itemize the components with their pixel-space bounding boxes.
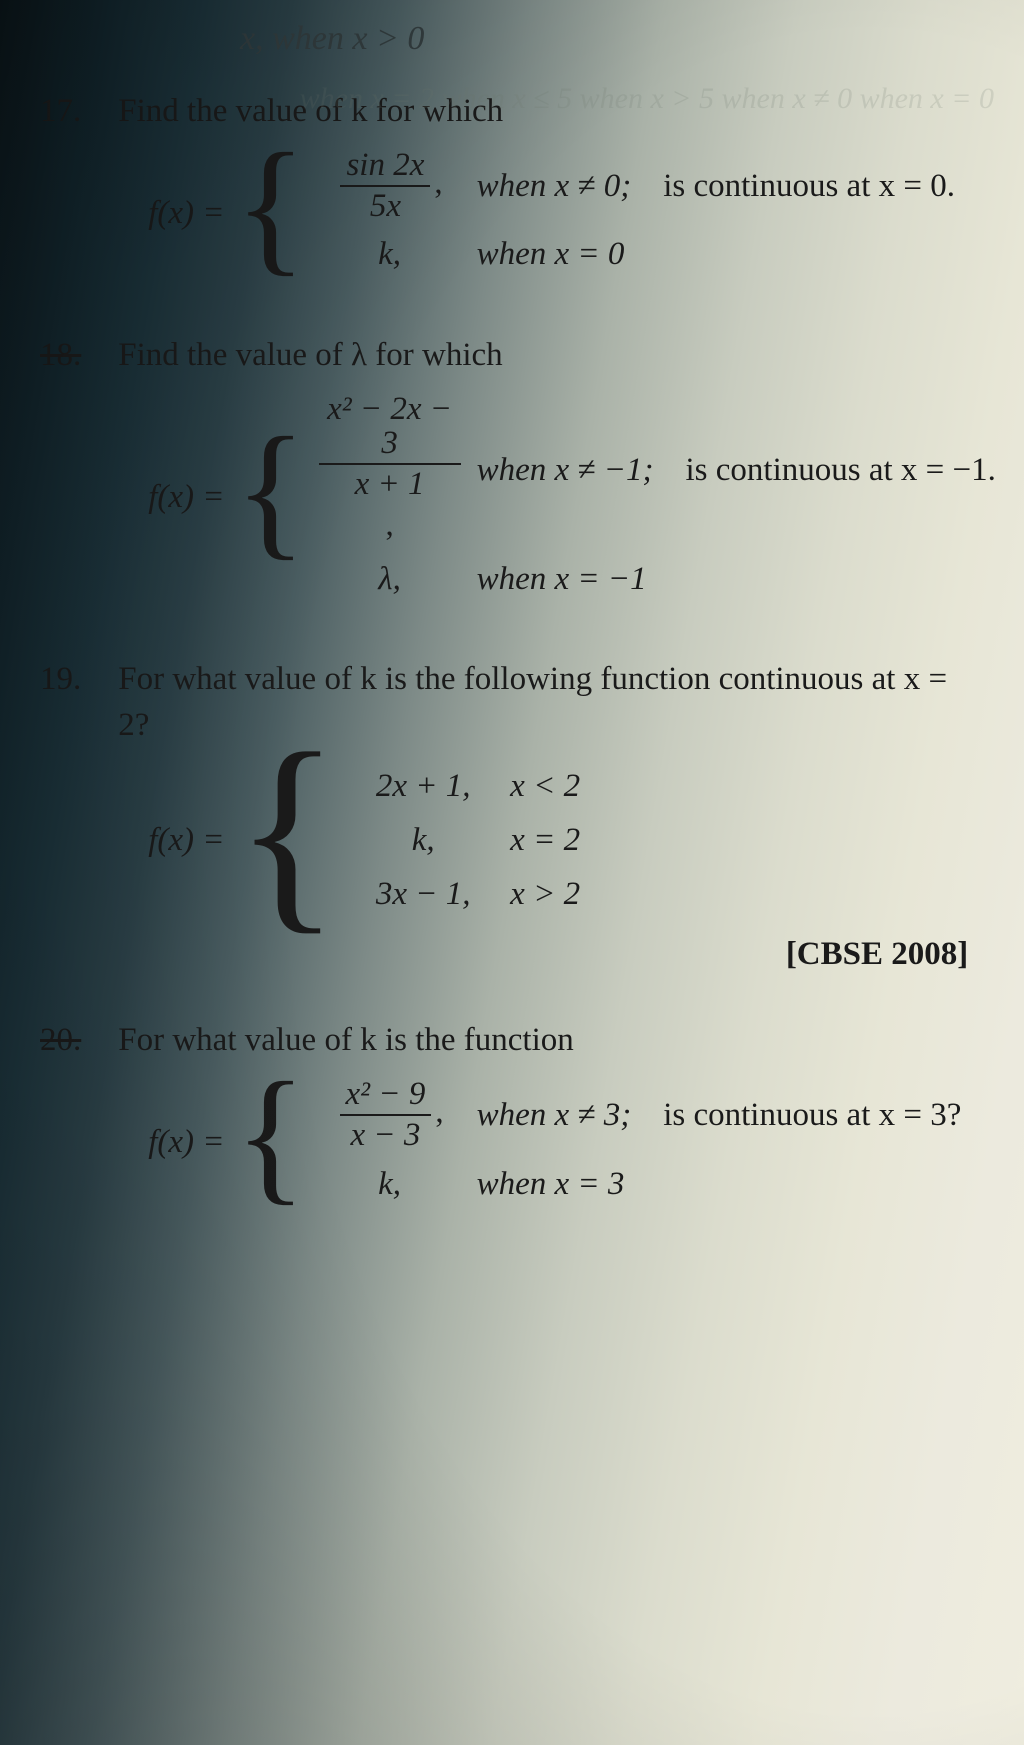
brace-icon: { bbox=[235, 442, 307, 540]
lead-text: Find the value of λ for which bbox=[118, 337, 502, 373]
numerator: x² − 2x − 3 bbox=[319, 392, 461, 465]
cbse-tag: [CBSE 2008] bbox=[786, 931, 968, 977]
fx-label: f(x) = bbox=[148, 1119, 224, 1165]
case-row: sin 2x 5x , when x ≠ 0; is continuous at… bbox=[315, 148, 955, 223]
case-row: k, when x = 0 bbox=[315, 231, 955, 277]
case-row: k, when x = 3 bbox=[315, 1161, 962, 1207]
question-number: 17. bbox=[40, 88, 110, 134]
comma: , bbox=[434, 165, 442, 201]
case-condition: x = 2 bbox=[510, 817, 580, 863]
case-condition: x < 2 bbox=[510, 763, 580, 809]
case-condition: when x ≠ 0; bbox=[477, 163, 632, 209]
fragment-prev-question: x, when x > 0 bbox=[240, 20, 1000, 58]
tail-text: is continuous at x = −1. bbox=[686, 447, 996, 493]
case-row: x² − 2x − 3 x + 1 , when x ≠ −1; is cont… bbox=[315, 392, 996, 548]
piecewise-definition: f(x) = { 2x + 1, x < 2 k, x = 2 3x − 1, … bbox=[148, 763, 978, 918]
case-row: k, x = 2 bbox=[348, 817, 580, 863]
tail-text: is continuous at x = 3? bbox=[663, 1092, 961, 1138]
question-20: 20. For what value of k is the function … bbox=[40, 1017, 1000, 1221]
lead-text: Find the value of k for which bbox=[118, 93, 503, 129]
case-expression: 3x − 1, bbox=[348, 871, 498, 917]
question-number: 19. bbox=[40, 656, 110, 702]
case-expression: k, bbox=[348, 817, 498, 863]
cases: sin 2x 5x , when x ≠ 0; is continuous at… bbox=[315, 148, 955, 277]
case-expression: sin 2x 5x , bbox=[315, 148, 465, 223]
fraction: sin 2x 5x bbox=[340, 148, 430, 223]
fx-label: f(x) = bbox=[148, 190, 224, 236]
fragment-text: x, when x > 0 bbox=[240, 20, 424, 57]
numerator: sin 2x bbox=[340, 148, 430, 187]
denominator: x + 1 bbox=[349, 465, 431, 502]
case-expression: 2x + 1, bbox=[348, 763, 498, 809]
case-condition: x > 2 bbox=[510, 871, 580, 917]
cases: x² − 9 x − 3 , when x ≠ 3; is continuous… bbox=[315, 1077, 962, 1206]
comma: , bbox=[385, 507, 393, 543]
case-row: λ, when x = −1 bbox=[315, 556, 996, 602]
case-row: 3x − 1, x > 2 bbox=[348, 871, 580, 917]
piecewise-definition: f(x) = { sin 2x 5x , when x ≠ 0; is cont… bbox=[148, 148, 978, 277]
question-number: 20. bbox=[40, 1017, 110, 1063]
question-body: Find the value of λ for which f(x) = { x… bbox=[118, 332, 978, 616]
case-row: 2x + 1, x < 2 bbox=[348, 763, 580, 809]
case-condition: when x = −1 bbox=[477, 556, 647, 602]
question-body: Find the value of k for which f(x) = { s… bbox=[118, 88, 978, 292]
tail-text: is continuous at x = 0. bbox=[663, 163, 955, 209]
denominator: x − 3 bbox=[344, 1116, 426, 1153]
case-condition: when x = 3 bbox=[477, 1161, 625, 1207]
comma: , bbox=[435, 1095, 443, 1131]
case-condition: when x ≠ −1; bbox=[477, 447, 654, 493]
case-condition: when x ≠ 3; bbox=[477, 1092, 632, 1138]
piecewise-definition: f(x) = { x² − 2x − 3 x + 1 , when x ≠ −1… bbox=[148, 392, 978, 602]
question-19: 19. For what value of k is the following… bbox=[40, 656, 1000, 977]
brace-icon: { bbox=[235, 158, 307, 256]
fraction: x² − 9 x − 3 bbox=[340, 1077, 432, 1152]
fx-label: f(x) = bbox=[148, 474, 224, 520]
question-body: For what value of k is the following fun… bbox=[118, 656, 978, 977]
case-condition: when x = 0 bbox=[477, 231, 625, 277]
fx-label: f(x) = bbox=[148, 817, 224, 863]
denominator: 5x bbox=[364, 187, 407, 224]
question-number: 18. bbox=[40, 332, 110, 378]
cases: 2x + 1, x < 2 k, x = 2 3x − 1, x > 2 bbox=[348, 763, 580, 918]
case-expression: x² − 9 x − 3 , bbox=[315, 1077, 465, 1152]
question-body: For what value of k is the function f(x)… bbox=[118, 1017, 978, 1221]
case-expression: x² − 2x − 3 x + 1 , bbox=[315, 392, 465, 548]
fraction: x² − 2x − 3 x + 1 bbox=[319, 392, 461, 502]
question-18: 18. Find the value of λ for which f(x) =… bbox=[40, 332, 1000, 616]
numerator: x² − 9 bbox=[340, 1077, 432, 1116]
question-17: 17. Find the value of k for which f(x) =… bbox=[40, 88, 1000, 292]
case-expression: λ, bbox=[315, 556, 465, 602]
case-expression: k, bbox=[315, 231, 465, 277]
case-row: x² − 9 x − 3 , when x ≠ 3; is continuous… bbox=[315, 1077, 962, 1152]
case-expression: k, bbox=[315, 1161, 465, 1207]
brace-icon: { bbox=[235, 1087, 307, 1185]
brace-icon: { bbox=[235, 764, 341, 896]
page-content: x, when x > 0 17. Find the value of k fo… bbox=[40, 20, 1000, 1261]
lead-text: For what value of k is the function bbox=[118, 1022, 574, 1058]
piecewise-definition: f(x) = { x² − 9 x − 3 , when x ≠ 3; is c… bbox=[148, 1077, 978, 1206]
cases: x² − 2x − 3 x + 1 , when x ≠ −1; is cont… bbox=[315, 392, 996, 602]
